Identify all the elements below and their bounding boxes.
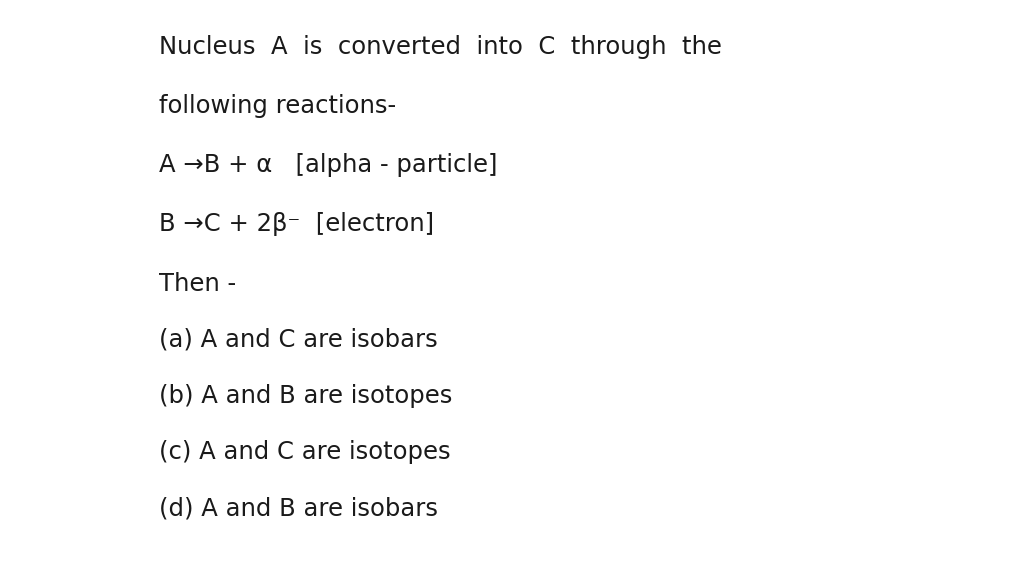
Text: (a) A and C are isobars: (a) A and C are isobars	[159, 328, 437, 352]
Text: (d) A and B are isobars: (d) A and B are isobars	[159, 497, 437, 521]
Text: B →C + 2β⁻  [electron]: B →C + 2β⁻ [electron]	[159, 212, 434, 236]
Text: Then -: Then -	[159, 271, 236, 296]
Text: (b) A and B are isotopes: (b) A and B are isotopes	[159, 384, 452, 408]
Text: following reactions-: following reactions-	[159, 94, 396, 118]
Text: A →B + α   [alpha - particle]: A →B + α [alpha - particle]	[159, 153, 498, 177]
Text: (c) A and C are isotopes: (c) A and C are isotopes	[159, 440, 451, 464]
Text: Nucleus  A  is  converted  into  C  through  the: Nucleus A is converted into C through th…	[159, 35, 722, 59]
